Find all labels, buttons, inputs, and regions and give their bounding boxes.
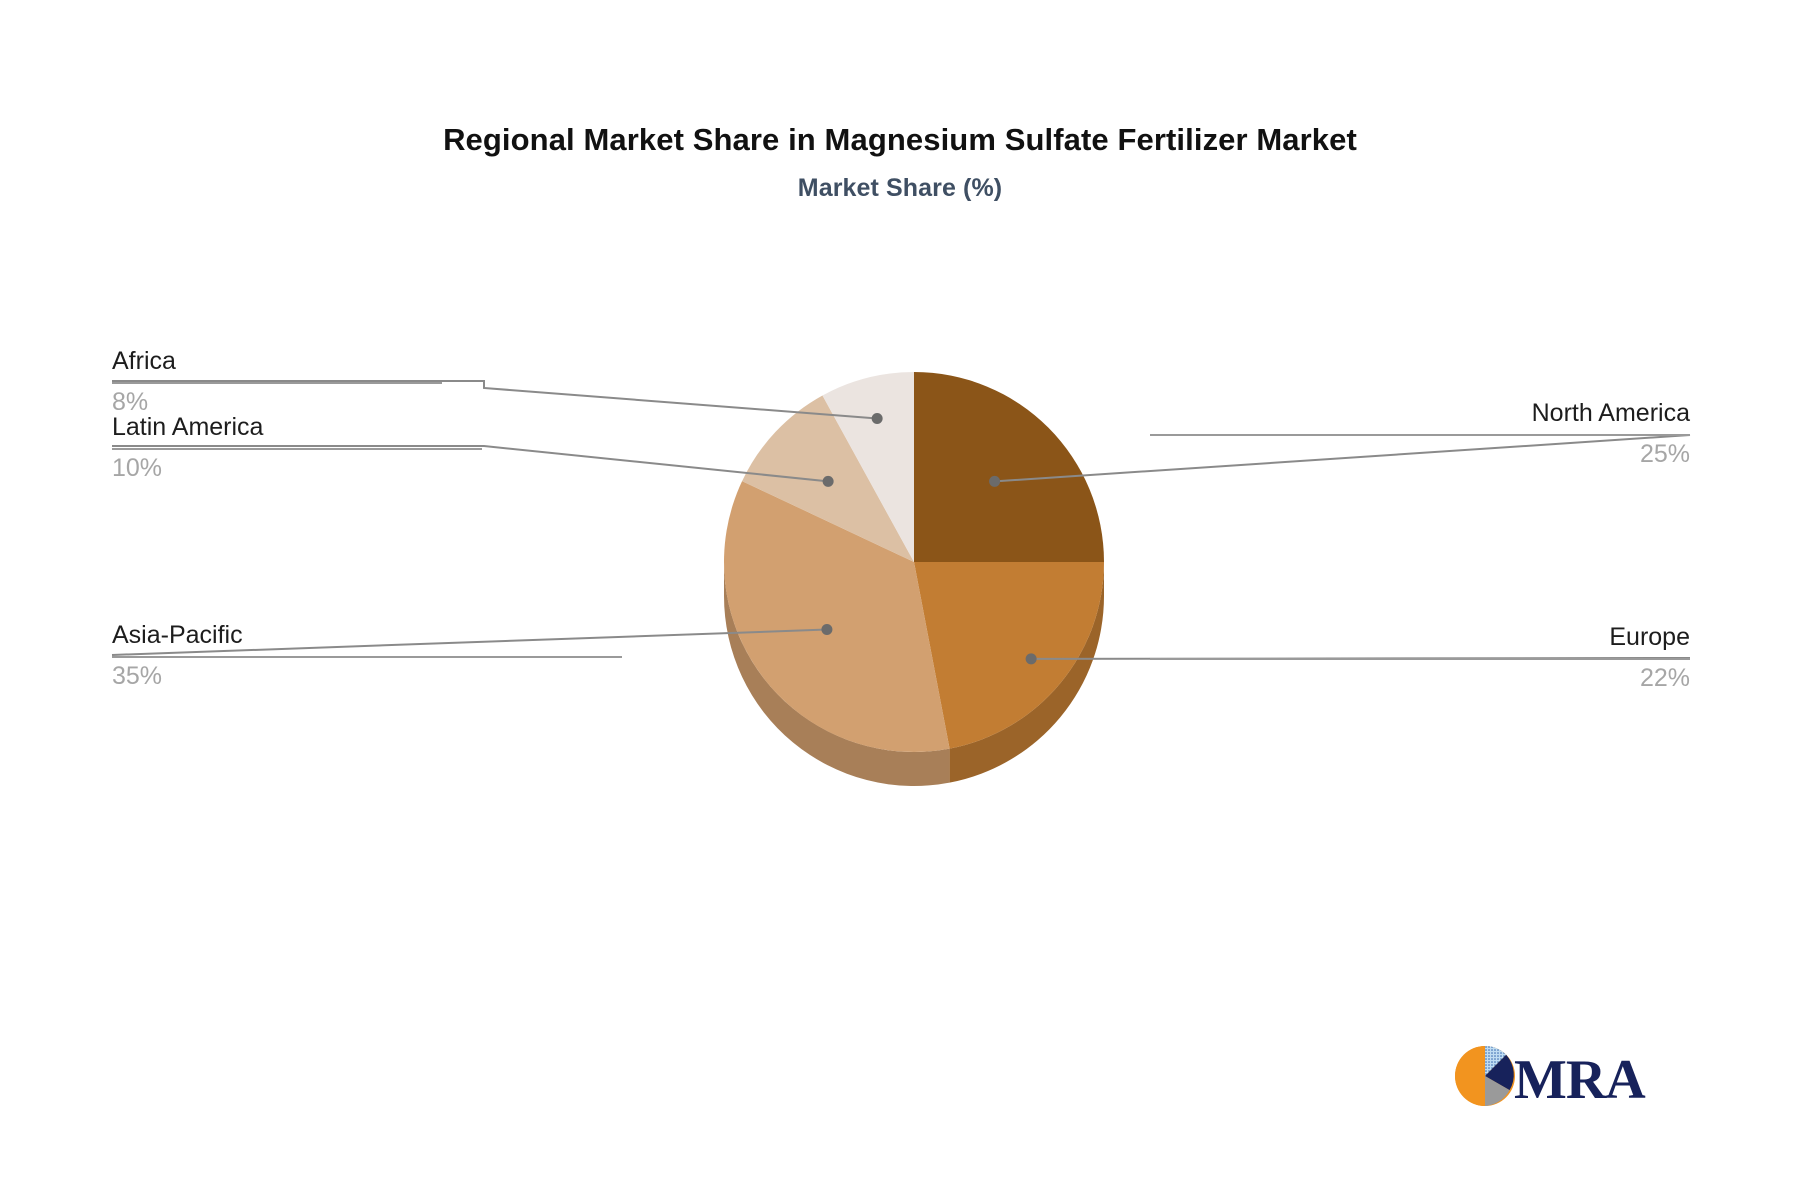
logo-pie-icon bbox=[1455, 1046, 1515, 1106]
callout-value-europe: 22% bbox=[1639, 663, 1690, 692]
pie-slice-north-america[interactable] bbox=[914, 372, 1104, 562]
leader-dot bbox=[989, 475, 1001, 487]
callout-europe[interactable]: Europe 22% bbox=[1150, 623, 1690, 692]
pie-side-asia-pacific bbox=[724, 562, 950, 786]
callout-rule bbox=[112, 447, 482, 450]
logo-wordmark: MRA bbox=[1514, 1049, 1646, 1111]
leader-line bbox=[112, 445, 829, 483]
callout-rule bbox=[1150, 657, 1690, 660]
callout-rule bbox=[112, 655, 622, 658]
callout-value-north-america: 25% bbox=[1639, 439, 1690, 468]
callout-rule bbox=[112, 381, 442, 384]
leader-dot bbox=[1025, 653, 1037, 665]
callout-label-africa: Africa bbox=[112, 347, 176, 375]
callout-africa[interactable]: Africa 8% bbox=[112, 347, 442, 416]
callout-value-asia-pacific: 35% bbox=[112, 661, 163, 690]
callout-value-latin-america: 10% bbox=[112, 453, 163, 482]
mra-logo: MRA bbox=[1455, 1046, 1647, 1111]
pie-slice-asia-pacific[interactable] bbox=[724, 481, 950, 752]
leader-line bbox=[112, 380, 878, 420]
callout-label-north-america: North America bbox=[1531, 399, 1690, 427]
callout-latin-america[interactable]: Latin America 10% bbox=[112, 413, 482, 482]
callout-label-asia-pacific: Asia-Pacific bbox=[112, 621, 243, 649]
pie-slice-africa[interactable] bbox=[822, 372, 914, 562]
callout-asia-pacific[interactable]: Asia-Pacific 35% bbox=[112, 621, 622, 690]
leader-dot bbox=[871, 412, 883, 424]
pie-side-europe bbox=[949, 562, 1104, 783]
callout-north-america[interactable]: North America 25% bbox=[1150, 399, 1690, 468]
leader-line bbox=[111, 628, 827, 656]
leader-line bbox=[994, 434, 1691, 483]
leader-lines bbox=[111, 380, 1691, 665]
pie-top-layer bbox=[724, 372, 1104, 752]
leader-dot bbox=[821, 624, 833, 636]
callout-value-africa: 8% bbox=[112, 387, 149, 416]
leader-dot bbox=[822, 475, 834, 487]
pie-slice-europe[interactable] bbox=[914, 562, 1104, 749]
pie-depth-layer bbox=[724, 562, 1104, 786]
callout-label-europe: Europe bbox=[1609, 623, 1690, 651]
callout-label-latin-america: Latin America bbox=[112, 413, 264, 441]
callout-rule bbox=[1150, 433, 1690, 436]
